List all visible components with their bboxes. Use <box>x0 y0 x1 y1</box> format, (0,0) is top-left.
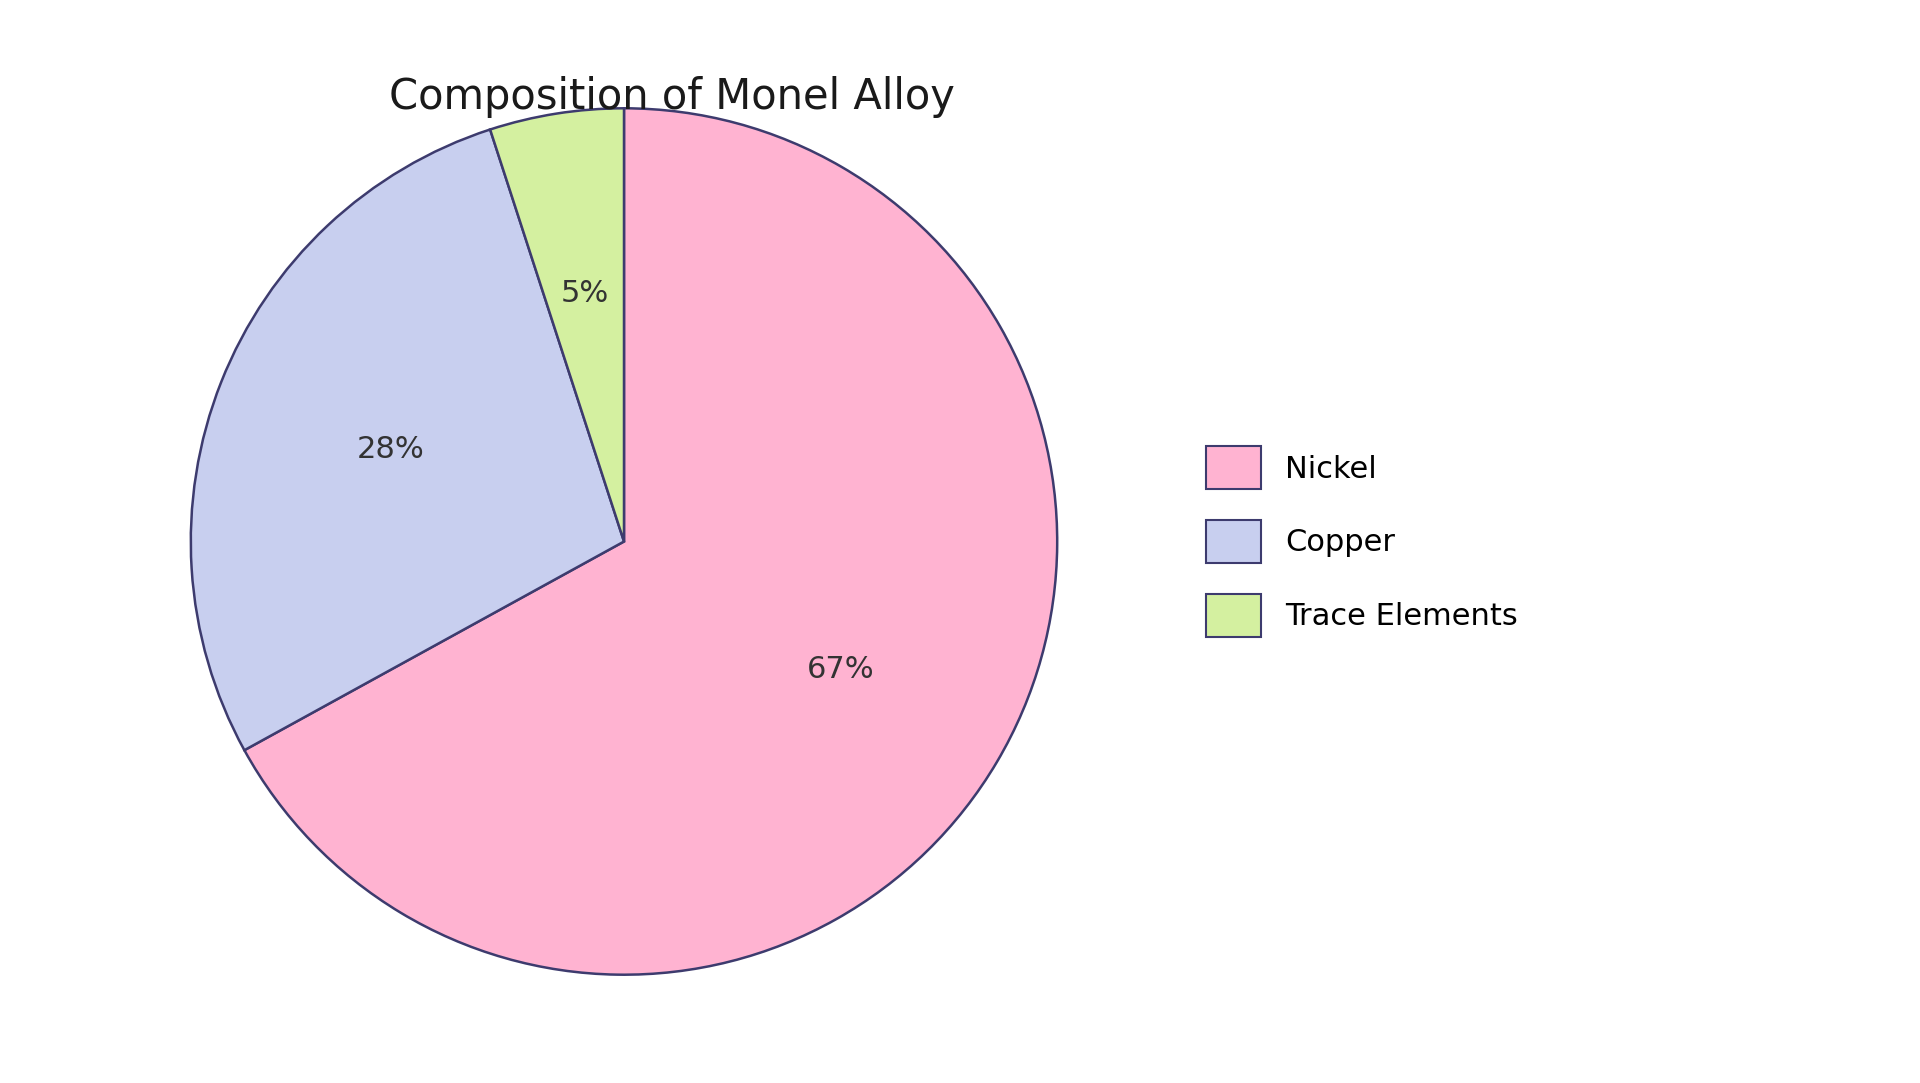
Text: Composition of Monel Alloy: Composition of Monel Alloy <box>390 76 954 118</box>
Text: 67%: 67% <box>806 655 874 683</box>
Text: 5%: 5% <box>561 278 609 308</box>
Wedge shape <box>490 108 624 542</box>
Text: 28%: 28% <box>357 434 424 464</box>
Wedge shape <box>244 108 1058 975</box>
Legend: Nickel, Copper, Trace Elements: Nickel, Copper, Trace Elements <box>1206 446 1519 637</box>
Wedge shape <box>190 130 624 751</box>
